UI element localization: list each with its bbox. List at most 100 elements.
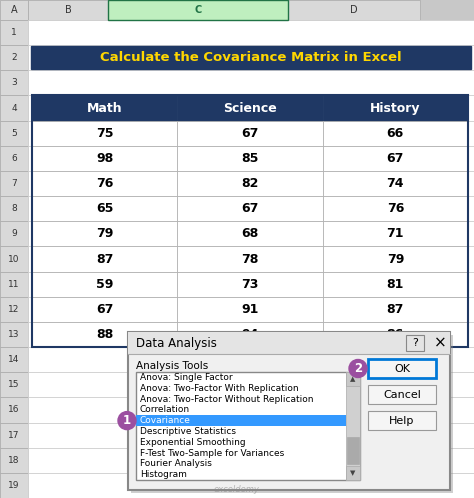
Bar xyxy=(0,96,28,121)
Text: 98: 98 xyxy=(96,152,113,165)
Bar xyxy=(28,196,474,221)
Text: Histogram: Histogram xyxy=(140,470,187,479)
Bar xyxy=(28,171,474,196)
Text: ▲: ▲ xyxy=(350,376,356,382)
Text: 13: 13 xyxy=(8,330,20,339)
Circle shape xyxy=(349,360,367,377)
Bar xyxy=(0,171,28,196)
Bar xyxy=(368,385,436,404)
Bar xyxy=(28,271,474,297)
Bar xyxy=(108,0,288,20)
Bar xyxy=(0,20,28,45)
Bar xyxy=(28,221,474,247)
Bar xyxy=(177,247,323,271)
Text: 67: 67 xyxy=(96,303,113,316)
Bar xyxy=(323,146,468,171)
Bar xyxy=(28,146,474,171)
Text: 6: 6 xyxy=(11,154,17,163)
Text: 73: 73 xyxy=(241,278,259,291)
Bar xyxy=(323,271,468,297)
Bar xyxy=(177,96,323,121)
Text: 67: 67 xyxy=(241,126,259,140)
Text: 91: 91 xyxy=(241,303,259,316)
Bar xyxy=(323,196,468,221)
Text: Anova: Two-Factor With Replication: Anova: Two-Factor With Replication xyxy=(140,383,299,393)
Text: ×: × xyxy=(434,336,447,351)
Bar xyxy=(406,335,424,351)
Bar xyxy=(32,271,177,297)
Bar xyxy=(28,20,474,45)
Bar xyxy=(0,70,28,96)
Text: 14: 14 xyxy=(9,355,20,364)
Bar xyxy=(368,411,436,430)
Bar xyxy=(28,322,474,347)
Bar xyxy=(0,247,28,271)
Bar xyxy=(0,121,28,146)
Bar xyxy=(346,372,360,480)
Bar xyxy=(347,437,359,464)
Text: 2: 2 xyxy=(11,53,17,62)
Bar xyxy=(0,196,28,221)
Text: 87: 87 xyxy=(387,303,404,316)
Bar xyxy=(28,45,474,70)
Bar xyxy=(28,422,474,448)
Bar xyxy=(0,297,28,322)
Bar xyxy=(346,372,360,386)
Bar xyxy=(177,322,323,347)
Bar xyxy=(32,221,177,247)
Text: 68: 68 xyxy=(241,228,259,241)
Bar xyxy=(368,359,436,378)
Text: 2: 2 xyxy=(354,362,362,375)
Bar xyxy=(28,397,474,422)
Bar xyxy=(0,347,28,372)
Bar xyxy=(346,466,360,480)
Text: 8: 8 xyxy=(11,204,17,213)
Text: 67: 67 xyxy=(241,202,259,215)
Bar xyxy=(0,146,28,171)
Bar xyxy=(0,448,28,473)
Text: 1: 1 xyxy=(11,28,17,37)
Text: Cancel: Cancel xyxy=(383,389,421,399)
Bar xyxy=(32,247,177,271)
Text: 10: 10 xyxy=(8,254,20,263)
Text: History: History xyxy=(370,102,420,115)
Text: Fourier Analysis: Fourier Analysis xyxy=(140,459,212,468)
Text: 76: 76 xyxy=(96,177,113,190)
Text: 15: 15 xyxy=(8,380,20,389)
Text: Math: Math xyxy=(87,102,122,115)
Text: 66: 66 xyxy=(387,126,404,140)
Bar xyxy=(323,96,468,121)
Bar xyxy=(32,196,177,221)
Bar xyxy=(131,335,453,493)
Bar xyxy=(177,121,323,146)
Text: B: B xyxy=(64,5,72,15)
Bar xyxy=(32,121,177,146)
Text: 94: 94 xyxy=(241,328,259,341)
Text: 79: 79 xyxy=(96,228,113,241)
Bar xyxy=(32,171,177,196)
Text: A: A xyxy=(11,5,18,15)
Text: 71: 71 xyxy=(387,228,404,241)
Text: OK: OK xyxy=(394,364,410,374)
Bar xyxy=(177,271,323,297)
Bar xyxy=(28,473,474,498)
Text: 86: 86 xyxy=(387,328,404,341)
Bar xyxy=(177,221,323,247)
Text: ?: ? xyxy=(412,338,418,348)
Bar xyxy=(0,422,28,448)
Bar xyxy=(323,171,468,196)
Bar xyxy=(0,271,28,297)
Text: 17: 17 xyxy=(8,431,20,440)
Text: 79: 79 xyxy=(387,252,404,265)
Text: 3: 3 xyxy=(11,78,17,87)
Bar xyxy=(0,372,28,397)
Bar xyxy=(177,146,323,171)
Bar xyxy=(136,415,346,426)
Bar xyxy=(32,96,468,347)
Text: 18: 18 xyxy=(8,456,20,465)
Text: ▼: ▼ xyxy=(350,470,356,476)
Text: C: C xyxy=(194,5,201,15)
Text: 16: 16 xyxy=(8,405,20,414)
Bar xyxy=(0,322,28,347)
Text: 74: 74 xyxy=(387,177,404,190)
